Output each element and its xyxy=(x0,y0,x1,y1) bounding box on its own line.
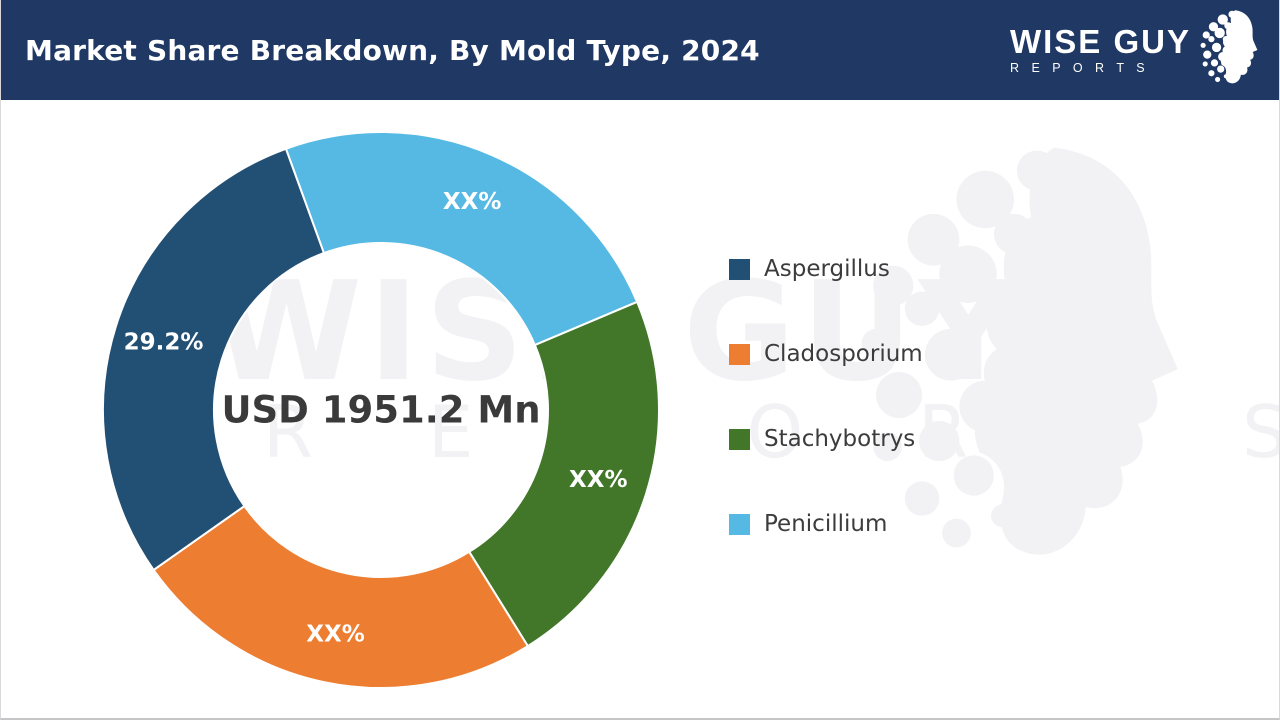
header: Market Share Breakdown, By Mold Type, 20… xyxy=(1,0,1279,100)
legend-label: Stachybotrys xyxy=(764,426,916,452)
legend-item-stachybotrys: Stachybotrys xyxy=(729,426,923,452)
logo-subtitle: R E P O R T S xyxy=(1009,61,1150,75)
logo-wordmark: WISE GUY xyxy=(1009,23,1191,60)
legend-label: Cladosporium xyxy=(764,341,923,367)
legend: Aspergillus Cladosporium Stachybotrys Pe… xyxy=(729,256,923,596)
logo-text: WISE GUY R E P O R T S xyxy=(1010,25,1191,75)
legend-swatch xyxy=(729,258,750,280)
legend-item-cladosporium: Cladosporium xyxy=(729,341,923,367)
page-title: Market Share Breakdown, By Mold Type, 20… xyxy=(25,33,760,67)
slice-label-stachybotrys: XX% xyxy=(569,467,628,493)
legend-swatch xyxy=(729,343,750,365)
slice-label-penicillium: XX% xyxy=(443,189,502,215)
donut-slice-cladosporium xyxy=(152,504,530,689)
legend-item-penicillium: Penicillium xyxy=(729,511,923,537)
donut-chart: XX% XX% XX% 29.2% xyxy=(102,131,660,689)
donut-slice-aspergillus xyxy=(102,147,326,572)
slice-label-aspergillus: 29.2% xyxy=(124,330,204,356)
legend-label: Penicillium xyxy=(764,511,888,537)
wiseguy-logo: WISE GUY R E P O R T S xyxy=(1010,9,1261,92)
slice-label-cladosporium: XX% xyxy=(306,621,365,647)
legend-item-aspergillus: Aspergillus xyxy=(729,256,923,282)
chart-area: WISE GUY R E P O R T S XX% XX% XX% 29.2% US… xyxy=(1,100,1279,718)
donut-slice-penicillium xyxy=(284,131,639,347)
wiseguy-face-icon xyxy=(1199,9,1261,92)
legend-swatch xyxy=(729,513,750,535)
legend-label: Aspergillus xyxy=(764,256,890,282)
donut-center-value: USD 1951.2 Mn xyxy=(221,388,541,432)
legend-swatch xyxy=(729,428,750,450)
donut-slice-stachybotrys xyxy=(467,300,660,648)
